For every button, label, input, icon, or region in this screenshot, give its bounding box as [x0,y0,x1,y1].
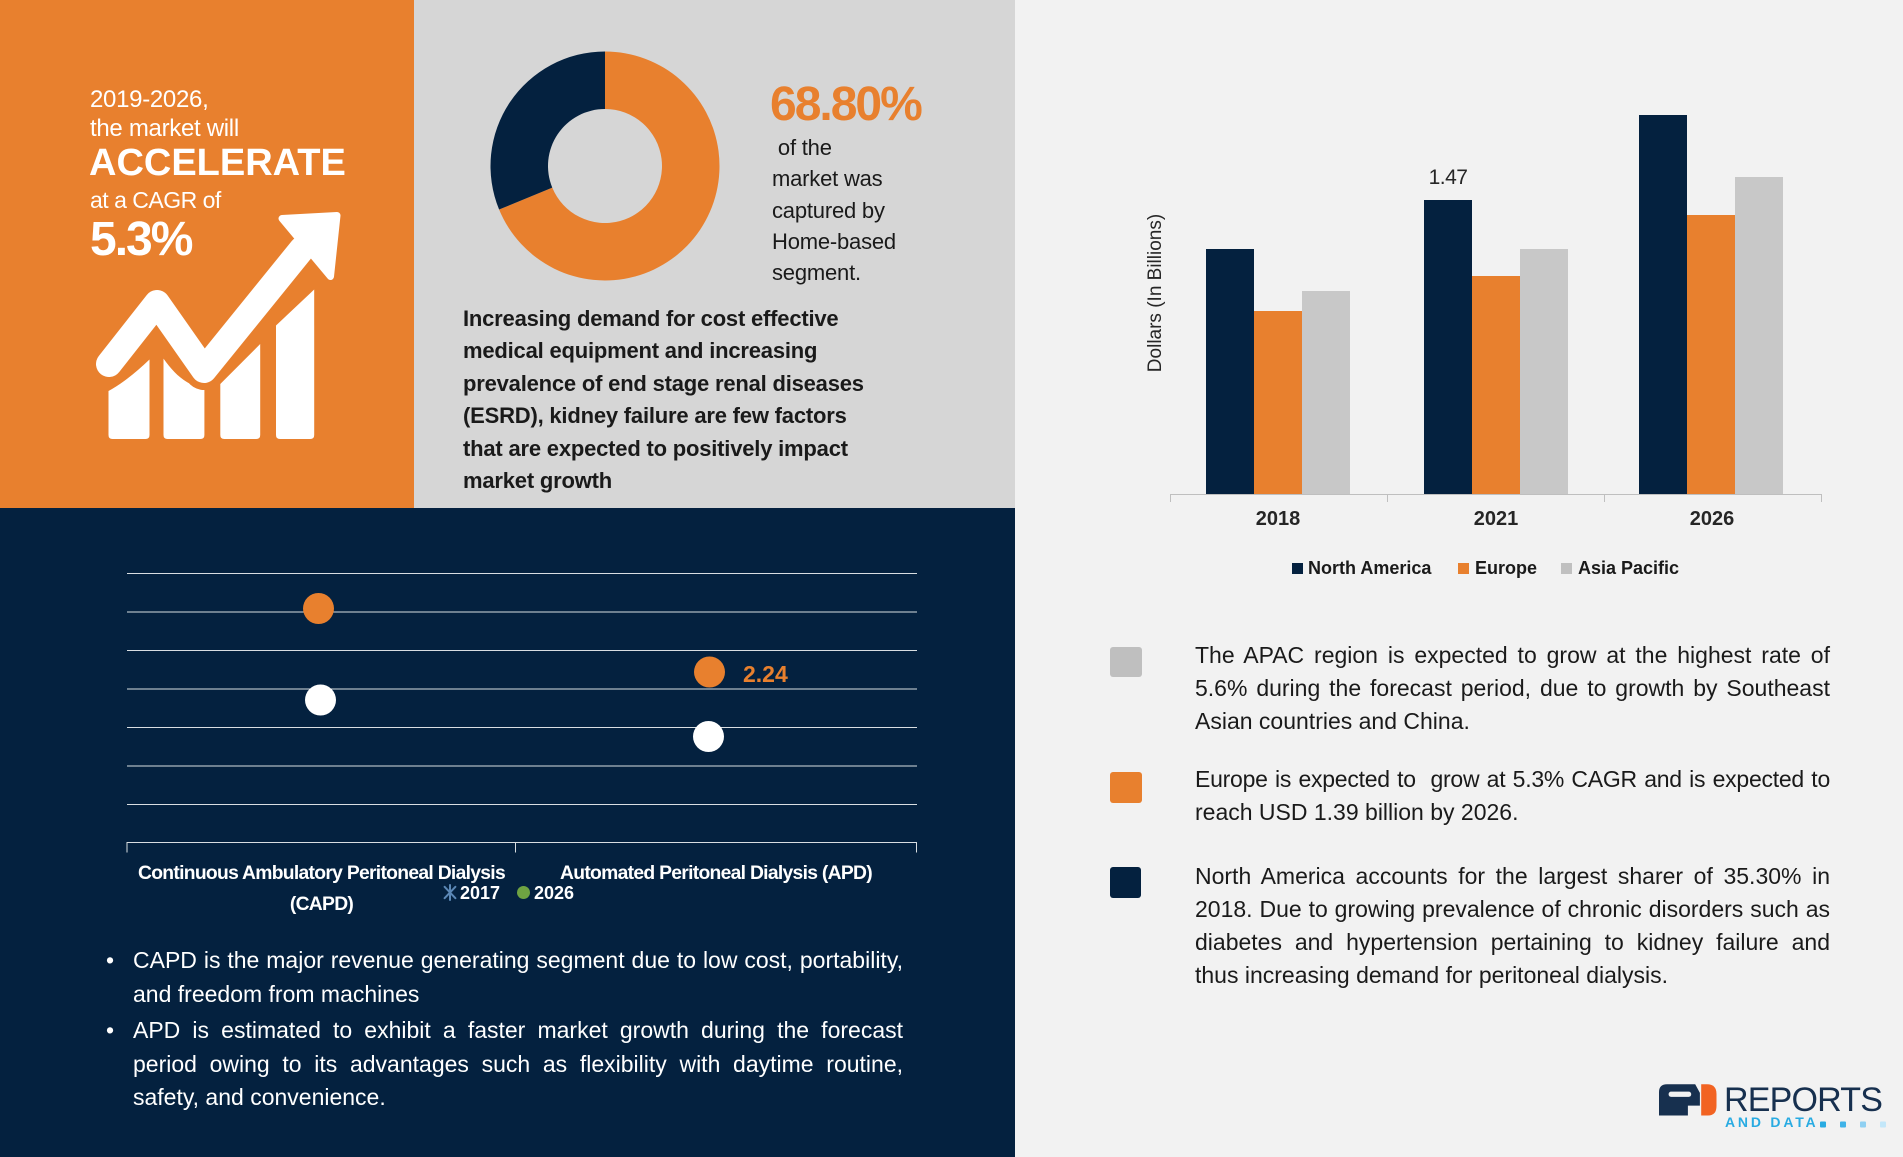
svg-text:REPORTS: REPORTS [1724,1081,1882,1119]
svg-text:AND DATA: AND DATA [1725,1114,1818,1130]
